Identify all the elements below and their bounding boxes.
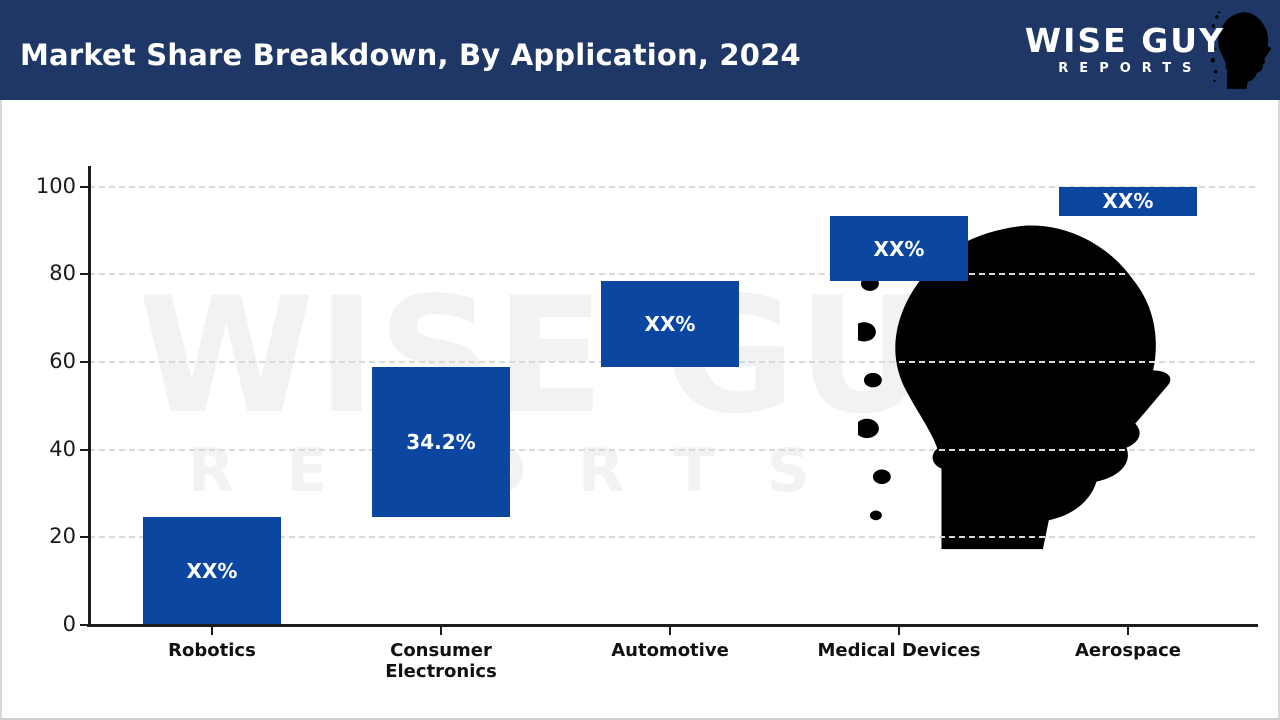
bar-value-label-automotive: XX% (644, 312, 696, 337)
header-bar: Market Share Breakdown, By Application, … (0, 0, 1280, 100)
logo-reports-label: REPORTS (1058, 60, 1203, 76)
wiseguy-logo: WISE GUY REPORTS (1025, 10, 1274, 90)
bar-value-label-robotics: XX% (186, 559, 238, 584)
y-tick-mark-40 (80, 448, 89, 451)
bar-consumer-electronics: 34.2% (372, 367, 510, 518)
gridline-40 (89, 448, 1258, 451)
x-axis-label-medical-devices: Medical Devices (817, 640, 981, 661)
logo-wiseguy-label: WISE GUY (1024, 21, 1225, 61)
y-tick-label-20: 20 (49, 524, 76, 549)
x-tick-mark-automotive (669, 627, 671, 635)
y-axis-spine (88, 166, 91, 627)
y-tick-label-40: 40 (49, 436, 76, 461)
x-tick-mark-robotics (211, 627, 213, 635)
y-tick-mark-20 (80, 536, 89, 539)
x-tick-mark-aerospace (1127, 627, 1129, 635)
bar-medical-devices: XX% (830, 216, 968, 282)
x-axis-label-automotive: Automotive (611, 640, 729, 661)
bar-value-label-consumer-electronics: 34.2% (406, 430, 476, 455)
logo-text: WISE GUY REPORTS (1025, 24, 1225, 76)
x-axis-label-robotics: Robotics (168, 640, 256, 661)
gridline-20 (89, 536, 1258, 539)
bar-value-label-aerospace: XX% (1102, 189, 1154, 214)
x-axis-spine (87, 623, 1258, 627)
bar-value-label-medical-devices: XX% (873, 236, 925, 261)
y-tick-mark-100 (80, 185, 89, 188)
y-tick-mark-0 (80, 624, 89, 626)
y-tick-label-60: 60 (49, 348, 76, 373)
x-axis-label-aerospace: Aerospace (1074, 640, 1181, 661)
y-tick-label-0: 0 (62, 612, 76, 636)
x-axis-label-consumer-electronics: Consumer Electronics (385, 640, 497, 682)
watermark-wiseguy-text: WISE GUY (138, 262, 1048, 449)
x-tick-mark-medical-devices (898, 627, 900, 635)
y-tick-label-100: 100 (35, 173, 76, 198)
y-tick-label-80: 80 (49, 261, 76, 286)
page-title: Market Share Breakdown, By Application, … (20, 38, 801, 72)
bar-robotics: XX% (143, 517, 281, 625)
x-tick-mark-consumer-electronics (440, 627, 442, 635)
y-tick-mark-80 (80, 273, 89, 276)
bar-aerospace: XX% (1059, 186, 1197, 217)
gridline-100 (89, 185, 1258, 188)
bar-automotive: XX% (601, 281, 739, 368)
y-tick-mark-60 (80, 360, 89, 363)
gridline-80 (89, 273, 1258, 276)
